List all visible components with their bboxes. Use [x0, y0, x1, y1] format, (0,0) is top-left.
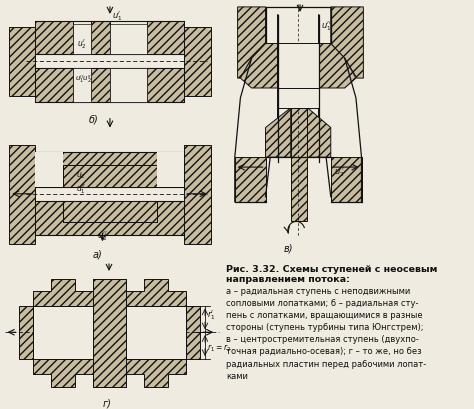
- Bar: [36, 153, 64, 187]
- Text: $r_1'$: $r_1'$: [207, 308, 215, 321]
- Polygon shape: [18, 279, 201, 387]
- Bar: [110, 69, 147, 103]
- Polygon shape: [291, 108, 308, 222]
- Polygon shape: [265, 108, 291, 158]
- Bar: [110, 25, 147, 55]
- Bar: [184, 28, 210, 97]
- Bar: [73, 69, 91, 103]
- Text: $u_1''$: $u_1''$: [320, 20, 331, 33]
- Bar: [9, 28, 36, 97]
- Text: $u_2''$: $u_2''$: [97, 229, 108, 242]
- Polygon shape: [36, 69, 73, 103]
- Polygon shape: [319, 45, 356, 89]
- Polygon shape: [278, 89, 319, 108]
- Text: а – радиальная ступень с неподвижными
сопловыми лопатками; б – радиальная сту-
п: а – радиальная ступень с неподвижными со…: [227, 286, 427, 380]
- Polygon shape: [64, 201, 156, 223]
- Bar: [156, 153, 184, 187]
- Polygon shape: [64, 166, 156, 187]
- Text: а): а): [93, 249, 103, 258]
- Polygon shape: [240, 45, 278, 89]
- Polygon shape: [36, 22, 73, 55]
- Polygon shape: [91, 69, 110, 103]
- Polygon shape: [64, 201, 156, 223]
- Text: Рис. 3.32. Схемы ступеней с неосевым: Рис. 3.32. Схемы ступеней с неосевым: [227, 264, 438, 273]
- Polygon shape: [33, 306, 186, 359]
- Polygon shape: [235, 158, 265, 202]
- Bar: [9, 146, 36, 245]
- Polygon shape: [91, 22, 110, 55]
- Text: $u_1''$: $u_1''$: [76, 182, 87, 196]
- Polygon shape: [278, 45, 319, 89]
- Text: $u_1'$: $u_1'$: [112, 10, 122, 23]
- Text: $r_1=r_2$: $r_1=r_2$: [207, 342, 231, 353]
- Bar: [73, 25, 91, 55]
- Text: $u_2''$: $u_2''$: [334, 165, 345, 178]
- Polygon shape: [237, 8, 265, 79]
- Polygon shape: [36, 201, 184, 236]
- Polygon shape: [147, 22, 184, 55]
- Polygon shape: [93, 279, 126, 387]
- Text: в): в): [284, 243, 293, 253]
- Polygon shape: [331, 158, 362, 202]
- Polygon shape: [147, 69, 184, 103]
- Text: $u_1''u_2''$: $u_1''u_2''$: [74, 74, 91, 86]
- Polygon shape: [331, 8, 364, 79]
- Polygon shape: [308, 108, 331, 158]
- Text: направлением потока:: направлением потока:: [227, 274, 350, 283]
- Text: $u_2'$: $u_2'$: [77, 38, 87, 51]
- Bar: [184, 146, 210, 245]
- Text: г): г): [103, 398, 111, 407]
- Polygon shape: [36, 153, 184, 187]
- Polygon shape: [64, 166, 156, 187]
- Text: $u_2$: $u_2$: [76, 170, 86, 180]
- Text: б): б): [88, 115, 98, 124]
